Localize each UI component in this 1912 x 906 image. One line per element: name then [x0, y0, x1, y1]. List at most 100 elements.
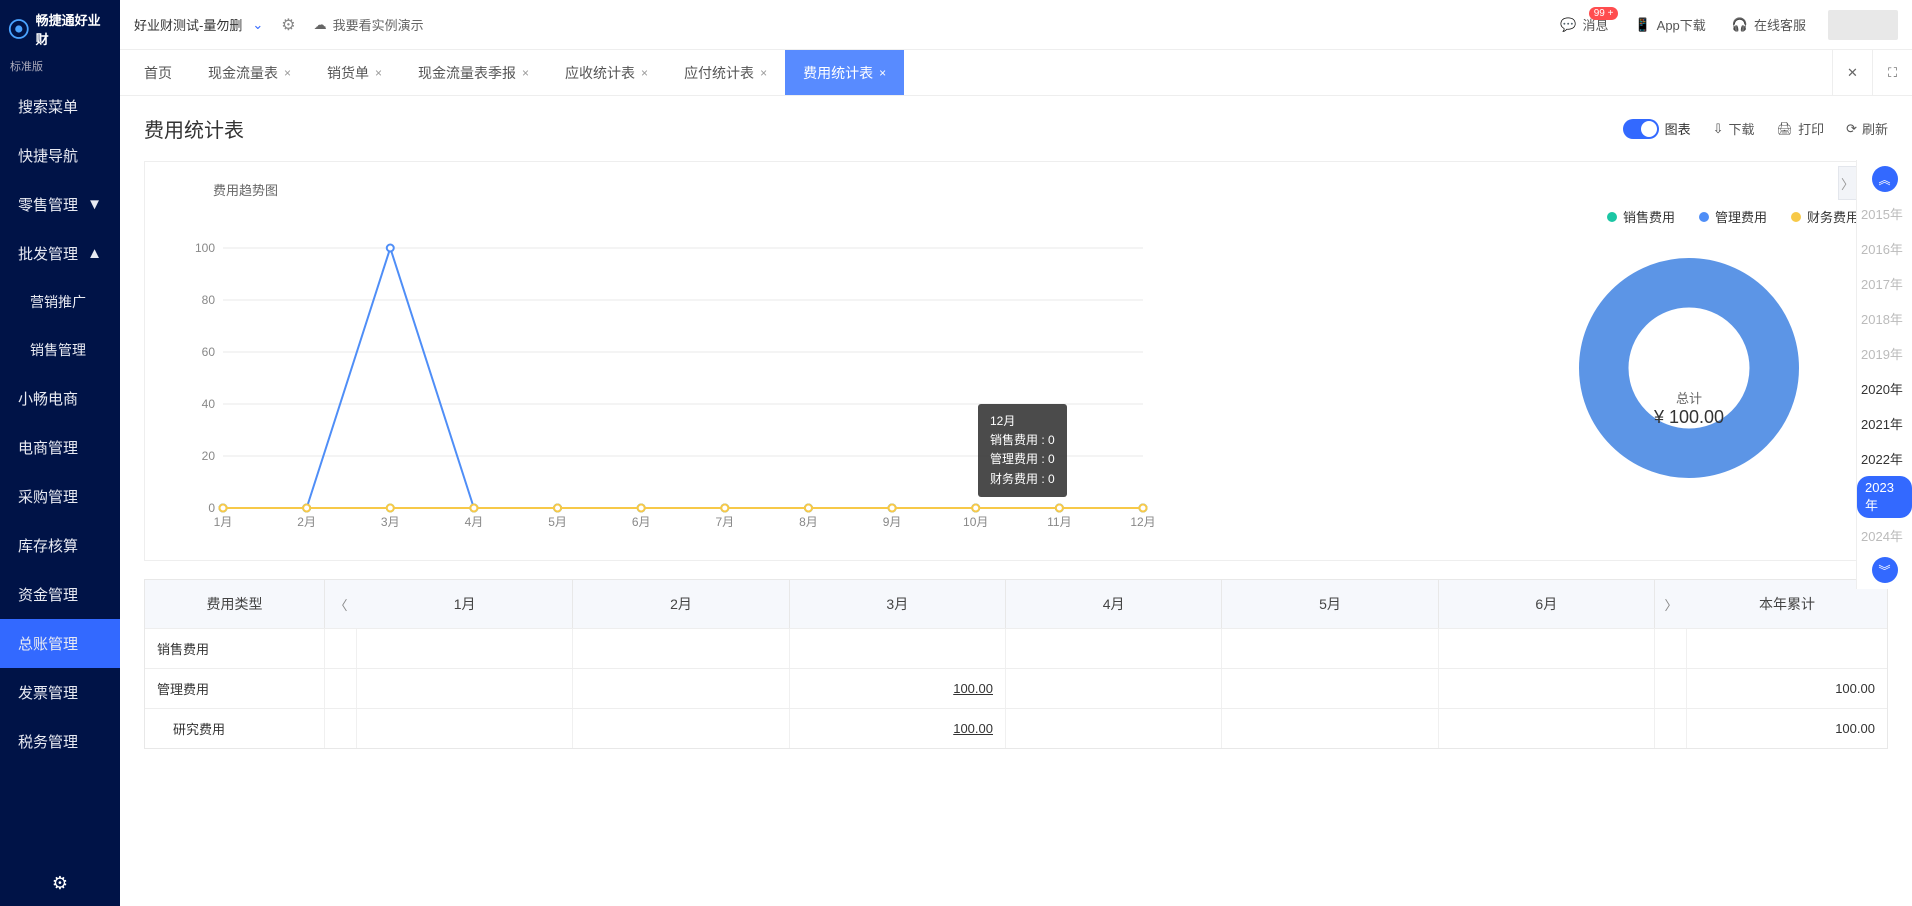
- sidebar-item[interactable]: 营销推广: [0, 278, 120, 326]
- svg-text:11月: 11月: [1047, 515, 1071, 529]
- year-option[interactable]: 2021年: [1857, 406, 1912, 441]
- chart-toggle[interactable]: [1623, 119, 1659, 139]
- environment-name: 好业财测试-量勿删: [134, 15, 242, 34]
- legend-item: 销售费用: [1607, 207, 1675, 226]
- sidebar-item[interactable]: 批发管理▲: [0, 229, 120, 278]
- sidebar-item[interactable]: 搜索菜单: [0, 82, 120, 131]
- td-month: [357, 669, 573, 708]
- donut-center: 总计 ¥ 100.00: [1654, 388, 1724, 428]
- legend-dot: [1607, 212, 1617, 222]
- fullscreen-button[interactable]: ⛶: [1872, 50, 1912, 95]
- table-header: 费用类型 〈 1月 2月 3月 4月 5月 6月 〉 本年累计: [145, 580, 1887, 628]
- refresh-button[interactable]: ⟳ 刷新: [1846, 119, 1888, 138]
- sidebar-item[interactable]: 小畅电商: [0, 374, 120, 423]
- refresh-label: 刷新: [1862, 119, 1888, 138]
- table-next-months[interactable]: 〉: [1655, 580, 1687, 628]
- sidebar-item[interactable]: 税务管理: [0, 717, 120, 766]
- tab-close-icon[interactable]: ×: [284, 66, 291, 80]
- tab-label: 应付统计表: [684, 63, 754, 83]
- app-download-button[interactable]: 📱 App下载: [1630, 15, 1709, 34]
- demo-link[interactable]: ☁ 我要看实例演示: [314, 15, 424, 34]
- sidebar-item[interactable]: 销售管理: [0, 326, 120, 374]
- tabs-row: 首页现金流量表×销货单×现金流量表季报×应收统计表×应付统计表×费用统计表× ✕…: [120, 50, 1912, 96]
- print-icon: 🖨: [1777, 121, 1794, 137]
- year-option[interactable]: 2020年: [1857, 371, 1912, 406]
- donut-center-label: 总计: [1654, 388, 1724, 407]
- print-button[interactable]: 🖨 打印: [1777, 119, 1825, 138]
- year-option[interactable]: 2024年: [1857, 518, 1912, 553]
- year-option[interactable]: 2016年: [1857, 231, 1912, 266]
- th-month: 6月: [1439, 580, 1655, 628]
- tab[interactable]: 首页: [126, 50, 190, 95]
- sidebar-item-label: 零售管理: [18, 194, 78, 215]
- cell-link[interactable]: 100.00: [953, 721, 993, 736]
- td-month: [1439, 669, 1655, 708]
- sidebar-item[interactable]: 发票管理: [0, 668, 120, 717]
- year-scroll-down[interactable]: ︾: [1872, 557, 1898, 583]
- year-option[interactable]: 2017年: [1857, 266, 1912, 301]
- user-avatar[interactable]: [1828, 10, 1898, 40]
- td-type: 销售费用: [145, 629, 325, 668]
- tab[interactable]: 销货单 ×: [309, 50, 400, 95]
- tab-close-icon[interactable]: ×: [375, 66, 382, 80]
- tab-label: 销货单: [327, 63, 369, 83]
- settings-gear-icon[interactable]: ⚙: [52, 873, 68, 893]
- tab-close-icon[interactable]: ×: [641, 66, 648, 80]
- sidebar-item[interactable]: 电商管理: [0, 423, 120, 472]
- app-download-label: App下载: [1657, 15, 1706, 34]
- svg-text:8月: 8月: [799, 515, 818, 529]
- messages-badge: 99 +: [1589, 7, 1619, 20]
- sidebar-item-label: 税务管理: [18, 731, 78, 752]
- year-rail-collapse[interactable]: 〉: [1838, 166, 1856, 200]
- svg-text:80: 80: [202, 293, 216, 307]
- year-option[interactable]: 2023年: [1857, 476, 1912, 518]
- sidebar-item-label: 总账管理: [18, 633, 78, 654]
- table-prev-months[interactable]: 〈: [325, 580, 357, 628]
- print-label: 打印: [1798, 119, 1824, 138]
- tab[interactable]: 费用统计表×: [785, 50, 904, 95]
- year-option[interactable]: 2015年: [1857, 196, 1912, 231]
- year-option[interactable]: 2018年: [1857, 301, 1912, 336]
- sidebar-item-label: 快捷导航: [18, 145, 78, 166]
- table-row: 销售费用: [145, 628, 1887, 668]
- year-scroll-up[interactable]: ︽: [1872, 166, 1898, 192]
- td-type: 管理费用: [145, 669, 325, 708]
- svg-text:100: 100: [195, 241, 215, 255]
- sidebar-item[interactable]: 总账管理: [0, 619, 120, 668]
- download-button[interactable]: ⇩ 下载: [1713, 119, 1755, 138]
- td-month: 100.00: [790, 669, 1006, 708]
- tab[interactable]: 现金流量表×: [190, 50, 309, 95]
- svg-text:5月: 5月: [548, 515, 567, 529]
- td-type: 研究费用: [145, 709, 325, 748]
- tab-close-icon[interactable]: ×: [522, 66, 529, 80]
- sidebar-item[interactable]: 库存核算: [0, 521, 120, 570]
- year-option[interactable]: 2022年: [1857, 441, 1912, 476]
- td-total: [1687, 629, 1887, 668]
- legend-label: 管理费用: [1715, 207, 1767, 226]
- tab[interactable]: 应收统计表×: [547, 50, 666, 95]
- cell-link[interactable]: 100.00: [953, 681, 993, 696]
- environment-selector[interactable]: 好业财测试-量勿删 ⌄: [134, 15, 263, 34]
- table-row: 管理费用100.00100.00: [145, 668, 1887, 708]
- year-option[interactable]: 2019年: [1857, 336, 1912, 371]
- tab[interactable]: 现金流量表季报×: [400, 50, 547, 95]
- svg-text:0: 0: [208, 501, 215, 515]
- th-month: 3月: [790, 580, 1006, 628]
- demo-label: 我要看实例演示: [333, 15, 424, 34]
- sidebar-item[interactable]: 采购管理: [0, 472, 120, 521]
- sidebar-item[interactable]: 零售管理▼: [0, 180, 120, 229]
- chart-title: 费用趋势图: [213, 180, 1859, 199]
- sidebar-item[interactable]: 快捷导航: [0, 131, 120, 180]
- legend-label: 财务费用: [1807, 207, 1859, 226]
- customer-service-button[interactable]: 🎧 在线客服: [1728, 15, 1810, 34]
- download-icon: ⇩: [1713, 121, 1724, 137]
- messages-button[interactable]: 💬 消息 99 +: [1556, 15, 1612, 34]
- sidebar-item[interactable]: 资金管理: [0, 570, 120, 619]
- tab-close-icon[interactable]: ×: [879, 66, 886, 80]
- td-total: 100.00: [1687, 709, 1887, 748]
- env-settings-icon[interactable]: ⚙: [281, 15, 295, 35]
- tab-close-icon[interactable]: ×: [760, 66, 767, 80]
- chart-card: 费用趋势图 销售费用管理费用财务费用 0204060801001月2月3月4月5…: [144, 161, 1888, 561]
- tab[interactable]: 应付统计表 ×: [666, 50, 785, 95]
- close-all-tabs-button[interactable]: ✕: [1832, 50, 1872, 95]
